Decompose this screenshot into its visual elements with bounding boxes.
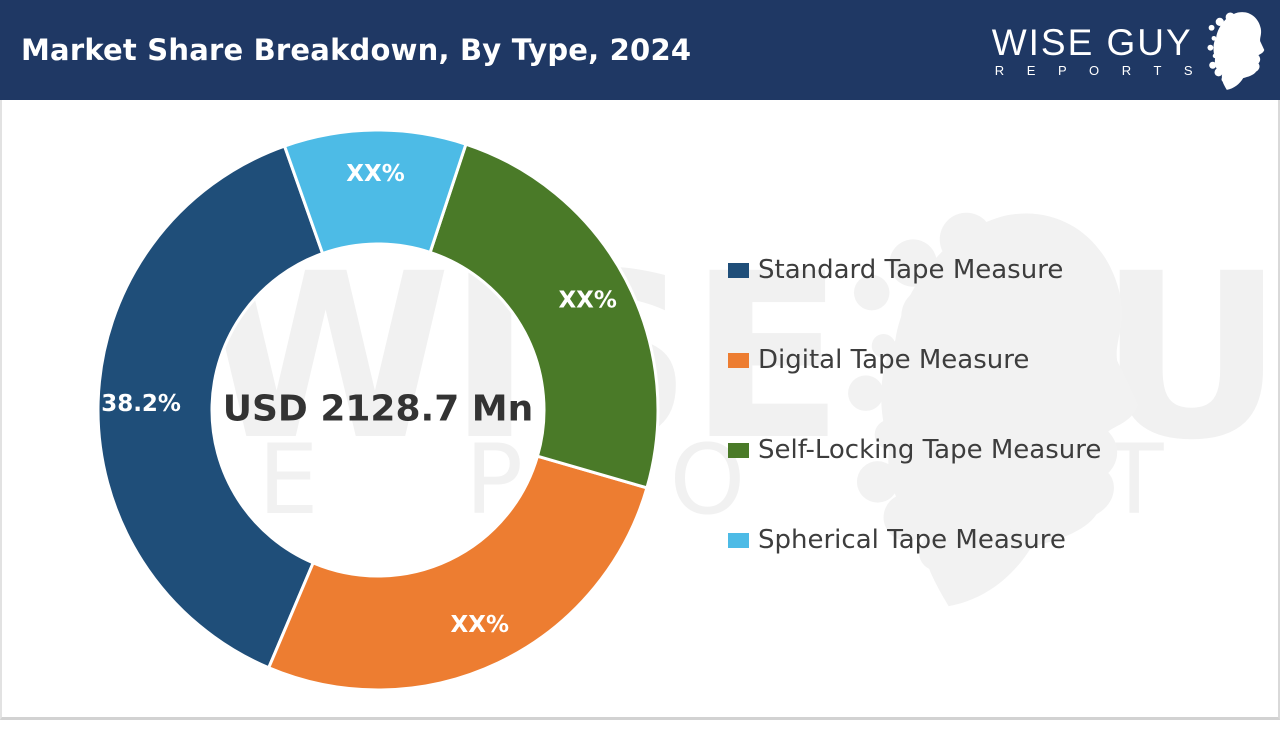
legend-item-2: Self-Locking Tape Measure bbox=[728, 435, 1101, 465]
watermark-head-icon bbox=[848, 212, 1138, 607]
legend-item-3: Spherical Tape Measure bbox=[728, 525, 1101, 555]
donut-center-value: USD 2128.7 Mn bbox=[222, 388, 534, 430]
legend-marker-1 bbox=[728, 352, 749, 368]
legend-label-0: Standard Tape Measure bbox=[758, 255, 1064, 285]
legend-item-0: Standard Tape Measure bbox=[728, 255, 1101, 285]
logo-subtitle: R E P O R T S bbox=[994, 62, 1202, 78]
wise-guy-reports-logo: WISE GUY R E P O R T S bbox=[992, 8, 1266, 92]
legend-marker-2 bbox=[728, 442, 749, 458]
legend-marker-3 bbox=[728, 532, 749, 548]
page-title: Market Share Breakdown, By Type, 2024 bbox=[21, 33, 692, 67]
legend-label-3: Spherical Tape Measure bbox=[758, 525, 1066, 555]
slice-label-0: 38.2% bbox=[101, 391, 181, 417]
legend-item-1: Digital Tape Measure bbox=[728, 345, 1101, 375]
legend: Standard Tape Measure Digital Tape Measur… bbox=[728, 255, 1101, 555]
pie-segment-1 bbox=[266, 454, 649, 692]
legend-label-1: Digital Tape Measure bbox=[758, 345, 1030, 375]
legend-marker-0 bbox=[728, 262, 749, 278]
logo-head-icon bbox=[1207, 12, 1265, 90]
logo-wordmark: WISE GUY bbox=[991, 21, 1193, 63]
pie-segment-0 bbox=[96, 144, 325, 670]
donut-chart: 38.2% XX% XX% XX% bbox=[96, 128, 660, 692]
pie-segment-3 bbox=[282, 128, 468, 256]
legend-label-2: Self-Locking Tape Measure bbox=[758, 435, 1102, 465]
slice-label-3: XX% bbox=[346, 161, 405, 187]
slice-label-1: XX% bbox=[451, 612, 510, 638]
header-bar: Market Share Breakdown, By Type, 2024 WI… bbox=[0, 0, 1280, 100]
pie-segment-2 bbox=[428, 142, 660, 490]
slice-label-2: XX% bbox=[558, 288, 617, 314]
